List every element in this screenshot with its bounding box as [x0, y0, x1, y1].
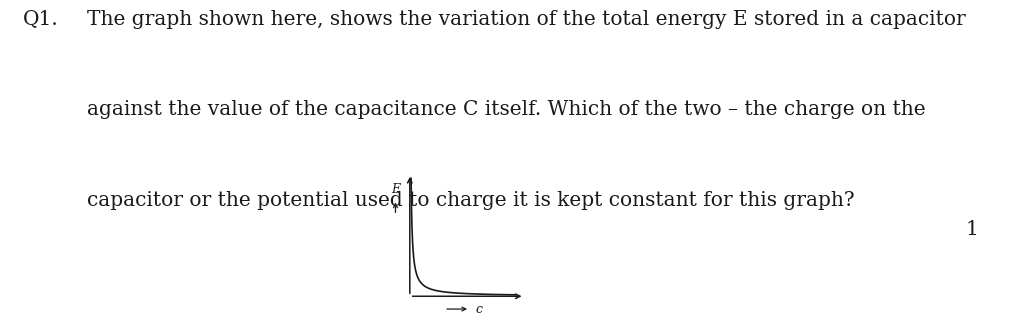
Text: against the value of the capacitance C itself. Which of the two – the charge on : against the value of the capacitance C i… [87, 100, 926, 119]
Text: Q1.: Q1. [23, 10, 58, 29]
Text: capacitor or the potential used to charge it is kept constant for this graph?: capacitor or the potential used to charg… [87, 191, 855, 210]
Text: c: c [476, 303, 482, 316]
Text: The graph shown here, shows the variation of the total energy E stored in a capa: The graph shown here, shows the variatio… [87, 10, 966, 29]
Text: E: E [391, 183, 400, 196]
Text: 1: 1 [965, 220, 978, 239]
